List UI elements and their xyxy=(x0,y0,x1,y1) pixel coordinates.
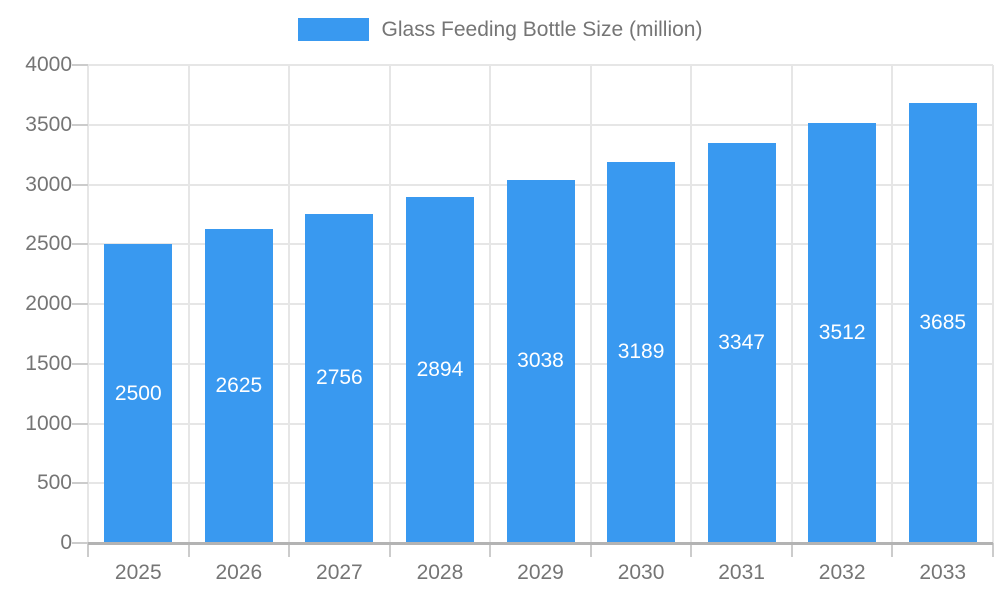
gridline-v xyxy=(589,65,592,543)
y-axis-tick-mark xyxy=(72,482,88,485)
y-axis-tick-mark xyxy=(72,362,88,365)
bar-2029[interactable]: 3038 xyxy=(506,179,575,543)
gridline-h xyxy=(88,123,993,126)
x-axis-tick-label: 2033 xyxy=(919,561,967,584)
gridline-h xyxy=(88,64,993,66)
gridline-v xyxy=(489,65,492,543)
y-axis-tick-label: 2000 xyxy=(25,292,72,315)
x-axis-tick-mark xyxy=(992,543,994,557)
gridline-v xyxy=(288,65,291,543)
bar-value-label: 3189 xyxy=(617,340,665,364)
bar-value-label: 3512 xyxy=(818,321,866,345)
legend-swatch xyxy=(297,18,369,41)
bar-2032[interactable]: 3512 xyxy=(808,123,877,543)
x-axis-tick-mark xyxy=(187,543,190,557)
bar-2030[interactable]: 3189 xyxy=(607,161,676,543)
bar-value-label: 2500 xyxy=(114,381,162,405)
bar-2025[interactable]: 2500 xyxy=(104,244,173,543)
x-axis-tick-label: 2027 xyxy=(316,561,363,584)
y-axis-tick-mark xyxy=(72,183,88,186)
x-axis-tick-mark xyxy=(790,543,793,557)
gridline-v xyxy=(891,65,894,543)
y-axis-tick-label: 2500 xyxy=(25,232,72,256)
y-axis-tick-label: 1000 xyxy=(25,411,72,435)
y-axis-tick-mark xyxy=(72,64,88,66)
bar-2033[interactable]: 3685 xyxy=(908,102,977,543)
bar-value-label: 3347 xyxy=(718,331,765,355)
x-axis-tick-mark xyxy=(489,543,492,557)
bar-2026[interactable]: 2625 xyxy=(204,229,273,543)
x-axis-tick-mark xyxy=(589,543,592,557)
x-axis-tick-mark xyxy=(388,543,391,557)
x-axis-tick-mark xyxy=(87,543,89,557)
bar-value-label: 2625 xyxy=(215,374,263,398)
x-axis-tick-label: 2029 xyxy=(517,561,564,584)
y-axis-tick-label: 500 xyxy=(36,471,72,495)
y-axis-tick-label: 1500 xyxy=(25,351,72,375)
y-axis-tick-label: 3000 xyxy=(25,172,72,196)
y-axis-tick-label: 4000 xyxy=(25,53,72,76)
gridline-v xyxy=(87,65,89,543)
x-axis-tick-mark xyxy=(891,543,894,557)
bar-value-label: 2894 xyxy=(416,358,464,382)
x-axis-tick-label: 2032 xyxy=(818,561,866,584)
gridline-v xyxy=(992,65,994,543)
x-axis-tick-label: 2026 xyxy=(215,561,263,584)
y-axis-tick-label: 3500 xyxy=(25,112,72,136)
y-axis-tick-mark xyxy=(72,422,88,425)
legend-label: Glass Feeding Bottle Size (million) xyxy=(381,18,703,41)
x-axis-tick-mark xyxy=(690,543,693,557)
gridline-v xyxy=(187,65,190,543)
y-axis-tick-mark xyxy=(72,542,88,544)
bar-value-label: 3038 xyxy=(517,349,564,373)
y-axis-tick-mark xyxy=(72,243,88,246)
bar-2031[interactable]: 3347 xyxy=(707,143,776,543)
x-axis-tick-label: 2025 xyxy=(114,561,162,584)
bar-value-label: 2756 xyxy=(316,366,363,390)
bar-2027[interactable]: 2756 xyxy=(305,213,374,543)
gridline-v xyxy=(388,65,391,543)
x-axis-tick-mark xyxy=(288,543,291,557)
gridline-v xyxy=(690,65,693,543)
y-axis-tick-label: 0 xyxy=(60,531,72,554)
x-axis-baseline xyxy=(88,542,993,545)
x-axis-tick-label: 2031 xyxy=(718,561,765,584)
x-axis-tick-label: 2030 xyxy=(617,561,665,584)
gridline-v xyxy=(790,65,793,543)
plot-area: 2500 2625 2756 2894 3038 3189 3347 3512 3685 xyxy=(87,64,994,545)
y-axis-tick-mark xyxy=(72,123,88,126)
x-axis-tick-label: 2028 xyxy=(416,561,464,584)
bar-value-label: 3685 xyxy=(919,310,967,334)
chart-legend: Glass Feeding Bottle Size (million) xyxy=(0,18,1000,41)
y-axis-tick-mark xyxy=(72,303,88,305)
bar-2028[interactable]: 2894 xyxy=(405,197,474,543)
